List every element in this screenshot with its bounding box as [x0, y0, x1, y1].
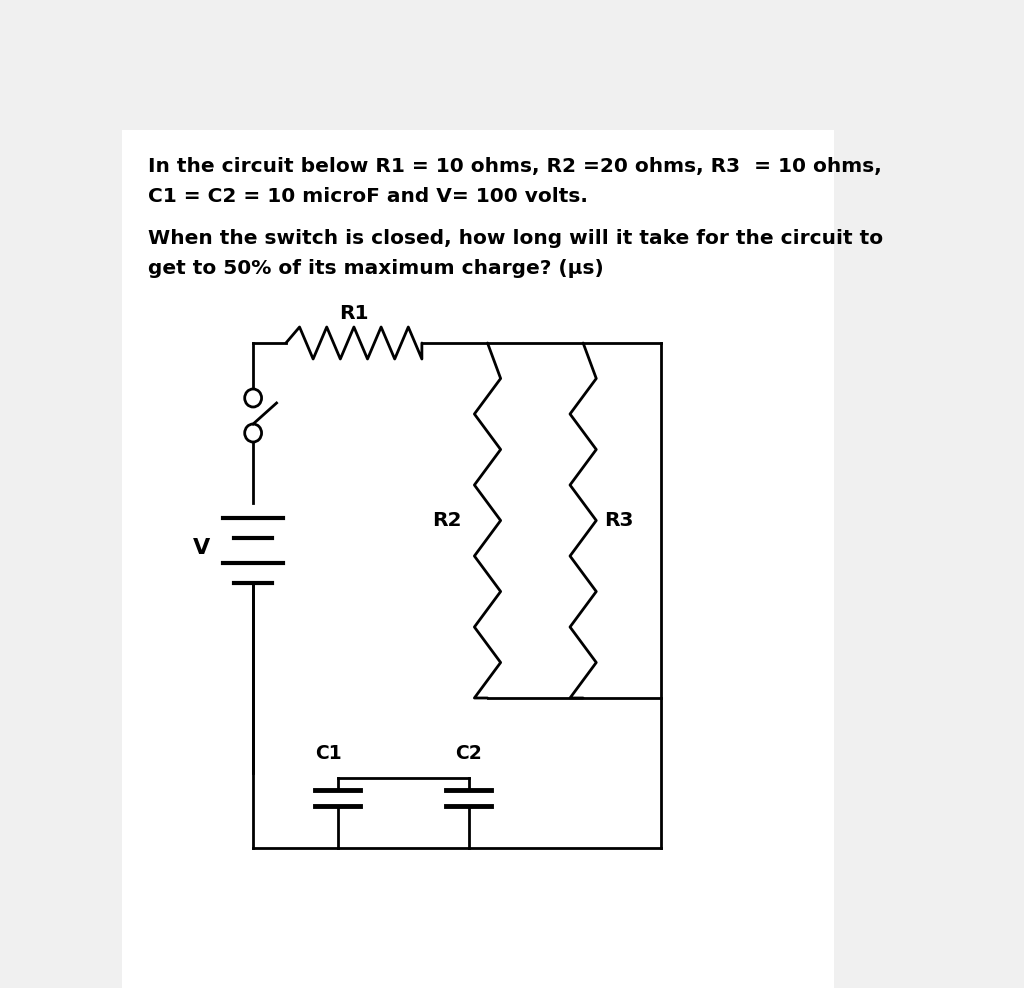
Text: C1: C1	[314, 744, 341, 763]
Text: get to 50% of its maximum charge? (μs): get to 50% of its maximum charge? (μs)	[148, 259, 604, 278]
Bar	[122, 130, 835, 988]
Text: R3: R3	[604, 511, 633, 530]
Text: When the switch is closed, how long will it take for the circuit to: When the switch is closed, how long will…	[148, 229, 884, 248]
Text: R2: R2	[432, 511, 461, 530]
Text: In the circuit below R1 = 10 ohms, R2 =20 ohms, R3  = 10 ohms,: In the circuit below R1 = 10 ohms, R2 =2…	[148, 157, 882, 176]
Text: C2: C2	[456, 744, 482, 763]
Text: V: V	[193, 538, 210, 558]
Text: C1 = C2 = 10 microF and V= 100 volts.: C1 = C2 = 10 microF and V= 100 volts.	[148, 187, 588, 206]
Text: R1: R1	[339, 304, 369, 323]
Circle shape	[245, 389, 261, 407]
Circle shape	[245, 424, 261, 442]
